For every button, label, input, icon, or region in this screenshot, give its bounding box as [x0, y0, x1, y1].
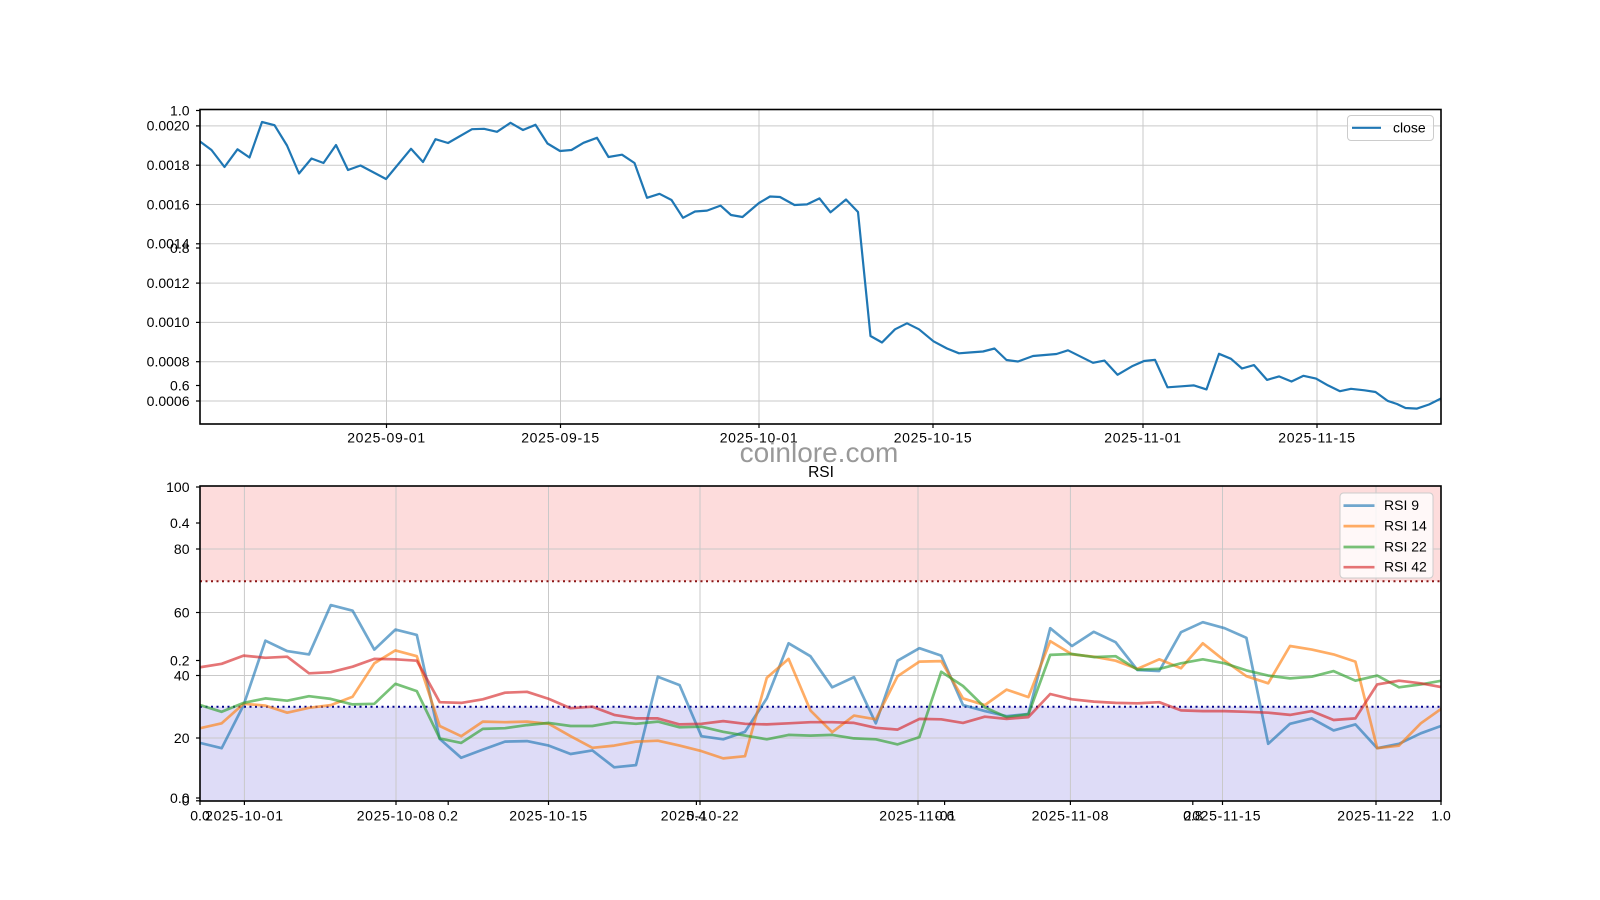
svg-text:0.0010: 0.0010 — [147, 314, 190, 330]
svg-text:0.6: 0.6 — [170, 377, 190, 393]
svg-text:2025-10-22: 2025-10-22 — [661, 808, 740, 824]
svg-text:2025-10-01: 2025-10-01 — [205, 808, 284, 824]
svg-text:RSI 14: RSI 14 — [1384, 518, 1427, 534]
svg-text:0.4: 0.4 — [170, 515, 190, 531]
svg-text:0.0: 0.0 — [190, 808, 210, 824]
svg-text:0.0020: 0.0020 — [147, 118, 190, 134]
svg-text:2025-09-01: 2025-09-01 — [347, 430, 426, 446]
svg-text:2025-11-15: 2025-11-15 — [1184, 808, 1262, 824]
svg-text:1.0: 1.0 — [170, 102, 190, 118]
svg-text:0.0014: 0.0014 — [147, 236, 190, 252]
svg-text:2025-11-08: 2025-11-08 — [1032, 808, 1110, 824]
svg-text:RSI 42: RSI 42 — [1384, 559, 1427, 575]
svg-text:close: close — [1393, 120, 1426, 136]
svg-text:0.2: 0.2 — [170, 652, 190, 668]
svg-text:0.0016: 0.0016 — [147, 196, 190, 212]
svg-text:0.8: 0.8 — [170, 240, 190, 256]
svg-text:RSI 9: RSI 9 — [1384, 497, 1419, 513]
svg-text:2025-09-15: 2025-09-15 — [521, 430, 600, 446]
svg-text:2025-10-08: 2025-10-08 — [357, 808, 436, 824]
svg-text:60: 60 — [174, 604, 190, 620]
svg-text:0.0008: 0.0008 — [147, 354, 190, 370]
svg-text:0.4: 0.4 — [687, 808, 707, 824]
svg-text:RSI 22: RSI 22 — [1384, 539, 1427, 555]
svg-text:2025-11-01: 2025-11-01 — [1104, 430, 1182, 446]
svg-text:0.0012: 0.0012 — [147, 275, 190, 291]
svg-text:80: 80 — [174, 541, 190, 557]
svg-text:2025-11-22: 2025-11-22 — [1337, 808, 1415, 824]
svg-text:0.0006: 0.0006 — [147, 393, 190, 409]
svg-text:2025-11-01: 2025-11-01 — [879, 808, 957, 824]
svg-text:0: 0 — [182, 793, 190, 809]
svg-text:RSI: RSI — [808, 464, 834, 481]
svg-text:coinlore.com: coinlore.com — [740, 437, 899, 468]
svg-text:2025-10-15: 2025-10-15 — [509, 808, 588, 824]
svg-text:2025-11-15: 2025-11-15 — [1278, 430, 1356, 446]
svg-text:0.8: 0.8 — [1183, 808, 1203, 824]
svg-text:100: 100 — [166, 479, 190, 495]
svg-text:2025-10-01: 2025-10-01 — [720, 430, 799, 446]
svg-text:1.0: 1.0 — [1431, 808, 1451, 824]
svg-text:0.0: 0.0 — [170, 790, 190, 806]
svg-text:0.0018: 0.0018 — [147, 157, 190, 173]
svg-text:2025-10-15: 2025-10-15 — [894, 430, 973, 446]
svg-text:0.6: 0.6 — [935, 808, 955, 824]
svg-text:40: 40 — [174, 667, 190, 683]
svg-text:0.2: 0.2 — [438, 808, 458, 824]
svg-text:20: 20 — [174, 730, 190, 746]
